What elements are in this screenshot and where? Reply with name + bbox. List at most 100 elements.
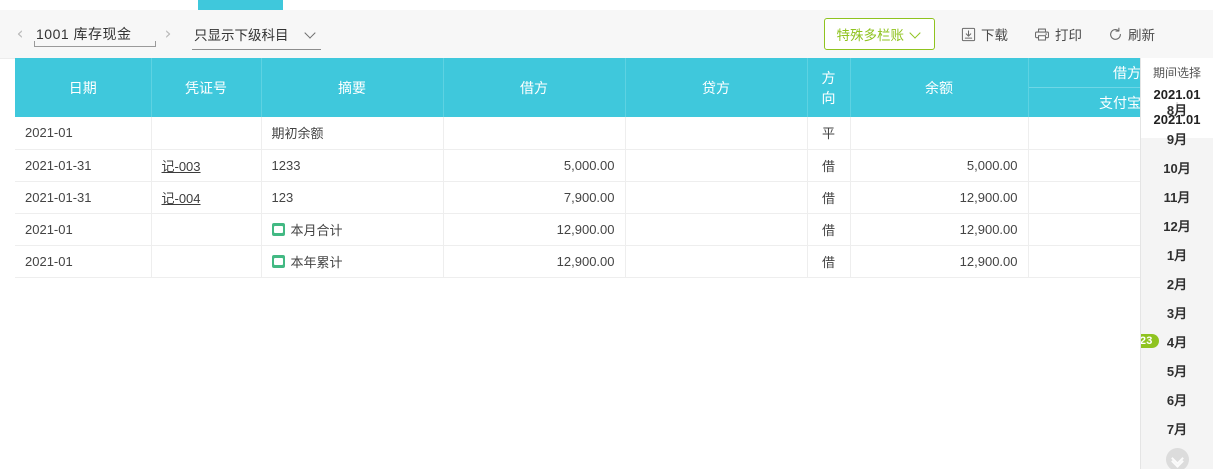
cell-direction: 借 [807,245,851,278]
refresh-button[interactable]: 刷新 [1108,24,1155,44]
period-panel-title: 期间选择 [1152,66,1201,80]
cell-voucher[interactable] [151,117,262,150]
column-header-split-bottom: 支付宝 [1099,94,1141,111]
chevron-down-icon [305,28,317,40]
cell-extra [1028,117,1155,150]
calendar-icon [271,254,285,268]
table-row[interactable]: 2021-01-31 记-003 1233 5,000.00 借 5,000.0… [15,149,1155,182]
cell-balance: 12,900.00 [850,181,1029,214]
period-range-separator: | [1175,101,1179,113]
printer-icon [1034,27,1050,42]
month-list: 8月 9月 10月 11月 12月 1月 2月 3月 4月 5月 6月 7月 [1141,96,1213,444]
download-icon [961,27,976,42]
column-header-date[interactable]: 日期 [15,58,152,117]
period-range-end: 2021.01 [1153,112,1201,127]
month-item[interactable]: 2月 [1166,277,1188,292]
toolbar-right-group: 特殊多栏账 下载 打印 [823,10,1155,58]
cell-balance [850,117,1029,150]
year-badge: 2023 [1141,334,1159,348]
cell-summary: 期初余额 [261,117,444,150]
cell-summary: 123 [261,181,444,214]
cell-debit [443,117,626,150]
table-header-row: 日期 凭证号 摘要 借方 贷方 方向 余额 借方 支付宝 [15,58,1155,117]
tab-active-indicator[interactable] [198,0,283,10]
cell-direction: 借 [807,181,851,214]
summary-text: 本年累计 [290,254,343,270]
cell-extra [1028,149,1155,182]
month-item[interactable]: 8月 [1166,103,1188,118]
print-button[interactable]: 打印 [1034,24,1082,44]
period-selector-panel: » 期间选择 2021.01 | 2021.01 8月 9月 10月 11月 1… [1140,58,1213,469]
cell-credit [625,245,808,278]
cell-extra [1028,181,1155,214]
cell-credit [625,213,808,246]
refresh-label: 刷新 [1128,28,1155,43]
refresh-icon [1108,27,1123,42]
ledger-table: 日期 凭证号 摘要 借方 贷方 方向 余额 借方 支付宝 2021-01 期 [15,58,1155,278]
toolbar-left-group: ‹ 1001 库存现金 › 只显示下级科目 [10,10,321,58]
month-item[interactable]: 9月 [1166,132,1188,147]
month-item[interactable]: 6月 [1166,393,1188,408]
cell-direction: 借 [807,149,851,182]
double-chevron-down-icon[interactable] [1165,448,1189,469]
chevron-down-icon [910,28,922,40]
cell-debit: 5,000.00 [443,149,626,182]
table-body: 2021-01 期初余额 平 2021-01-31 记-003 1233 5,0… [15,117,1155,278]
cell-date: 2021-01-31 [15,181,152,214]
period-range-start: 2021.01 [1153,87,1201,102]
voucher-link[interactable]: 记-003 [161,158,201,174]
month-item[interactable]: 4月 [1166,335,1188,350]
month-item[interactable]: 7月 [1166,422,1188,437]
cell-credit [625,117,808,150]
month-item[interactable]: 10月 [1163,161,1191,176]
month-item[interactable]: 5月 [1166,364,1188,379]
month-item[interactable]: 3月 [1166,306,1188,321]
table-row[interactable]: 2021-01 本年累计 12,900.00 借 12,900.00 [15,245,1155,278]
month-item[interactable]: 1月 [1166,248,1188,263]
cell-voucher[interactable]: 记-004 [151,181,262,214]
summary-text: 本月合计 [290,222,343,238]
table-row[interactable]: 2021-01 本月合计 12,900.00 借 12,900.00 [15,213,1155,246]
chevron-left-icon[interactable]: ‹ [16,24,24,44]
download-label: 下载 [981,28,1008,43]
column-header-debit[interactable]: 借方 [443,58,626,117]
column-header-balance[interactable]: 余额 [850,58,1029,117]
month-item[interactable]: 12月 [1163,219,1191,234]
cell-summary: 本月合计 [261,213,444,246]
cell-direction: 借 [807,213,851,246]
account-input-value: 1001 库存现金 [36,26,132,42]
print-label: 打印 [1055,28,1082,43]
cell-date: 2021-01-31 [15,149,152,182]
subject-filter-select[interactable]: 只显示下级科目 [192,19,321,50]
cell-extra [1028,245,1155,278]
chevron-right-icon[interactable]: › [164,24,172,44]
cell-voucher[interactable] [151,213,262,246]
summary-text: 123 [271,189,294,205]
download-button[interactable]: 下载 [961,24,1008,44]
calendar-icon [271,222,285,236]
cell-voucher[interactable] [151,245,262,278]
cell-balance: 12,900.00 [850,213,1029,246]
period-range-card[interactable]: 期间选择 2021.01 | 2021.01 [1141,58,1213,138]
cell-voucher[interactable]: 记-003 [151,149,262,182]
cell-credit [625,181,808,214]
voucher-link[interactable]: 记-004 [161,190,201,206]
column-header-split[interactable]: 借方 支付宝 [1028,58,1155,117]
tab-strip [0,0,1213,10]
summary-text: 期初余额 [271,126,324,142]
column-header-voucher[interactable]: 凭证号 [151,58,262,117]
column-header-summary[interactable]: 摘要 [261,58,444,117]
account-input[interactable]: 1001 库存现金 [30,19,158,49]
cell-debit: 7,900.00 [443,181,626,214]
subject-filter-label: 只显示下级科目 [194,27,289,43]
table-row[interactable]: 2021-01 期初余额 平 [15,117,1155,150]
table-row[interactable]: 2021-01-31 记-004 123 7,900.00 借 12,900.0… [15,181,1155,214]
special-ledger-label: 特殊多栏账 [836,28,905,43]
special-multi-column-ledger-button[interactable]: 特殊多栏账 [823,18,935,50]
column-header-direction[interactable]: 方向 [807,58,851,117]
cell-extra [1028,213,1155,246]
column-header-credit[interactable]: 贷方 [625,58,808,117]
month-item[interactable]: 11月 [1163,190,1191,205]
account-input-underline [34,41,156,47]
summary-text: 1233 [271,157,301,173]
